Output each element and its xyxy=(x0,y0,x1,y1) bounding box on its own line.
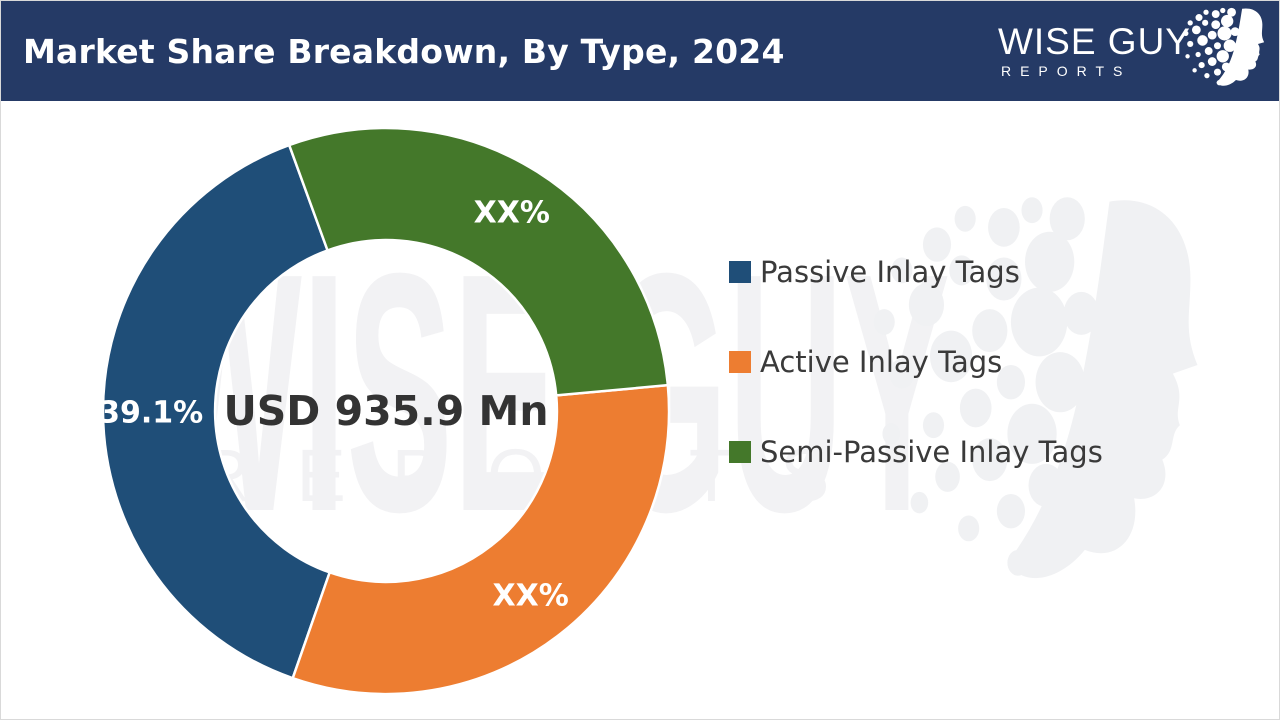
page-title: Market Share Breakdown, By Type, 2024 xyxy=(23,31,785,71)
legend-swatch xyxy=(729,261,751,283)
slice-percent-label: 39.1% xyxy=(99,395,204,431)
legend-label: Semi-Passive Inlay Tags xyxy=(760,435,1103,469)
chart-center-value: USD 935.9 Mn xyxy=(223,387,549,435)
brand-text: WISE GUY REPORTS xyxy=(998,23,1191,79)
brand-tagline: REPORTS xyxy=(1000,63,1132,79)
watermark-brand-tagline: REPORTS xyxy=(197,434,876,517)
brand-name: WISE GUY xyxy=(997,21,1191,62)
donut-chart: USD 935.9 Mn 39.1% XX% XX% xyxy=(99,126,671,696)
legend-swatch xyxy=(729,441,751,463)
legend-label: Passive Inlay Tags xyxy=(760,255,1020,289)
slice-percent-label: XX% xyxy=(492,578,569,614)
donut-segment-0 xyxy=(101,143,331,680)
chart-legend: Passive Inlay Tags Active Inlay Tags Semi-… xyxy=(729,255,1103,469)
donut-segment-1 xyxy=(291,383,671,696)
brand-logo: WISE GUY REPORTS xyxy=(998,7,1265,95)
slice-percent-label: XX% xyxy=(473,195,550,231)
legend-item: Passive Inlay Tags xyxy=(729,255,1103,289)
donut-segment-2 xyxy=(287,126,670,397)
header-bar: Market Share Breakdown, By Type, 2024 WI… xyxy=(1,1,1279,101)
donut-chart-svg xyxy=(101,126,671,696)
legend-label: Active Inlay Tags xyxy=(760,345,1003,379)
legend-item: Active Inlay Tags xyxy=(729,345,1103,379)
legend-swatch xyxy=(729,351,751,373)
legend-item: Semi-Passive Inlay Tags xyxy=(729,435,1103,469)
